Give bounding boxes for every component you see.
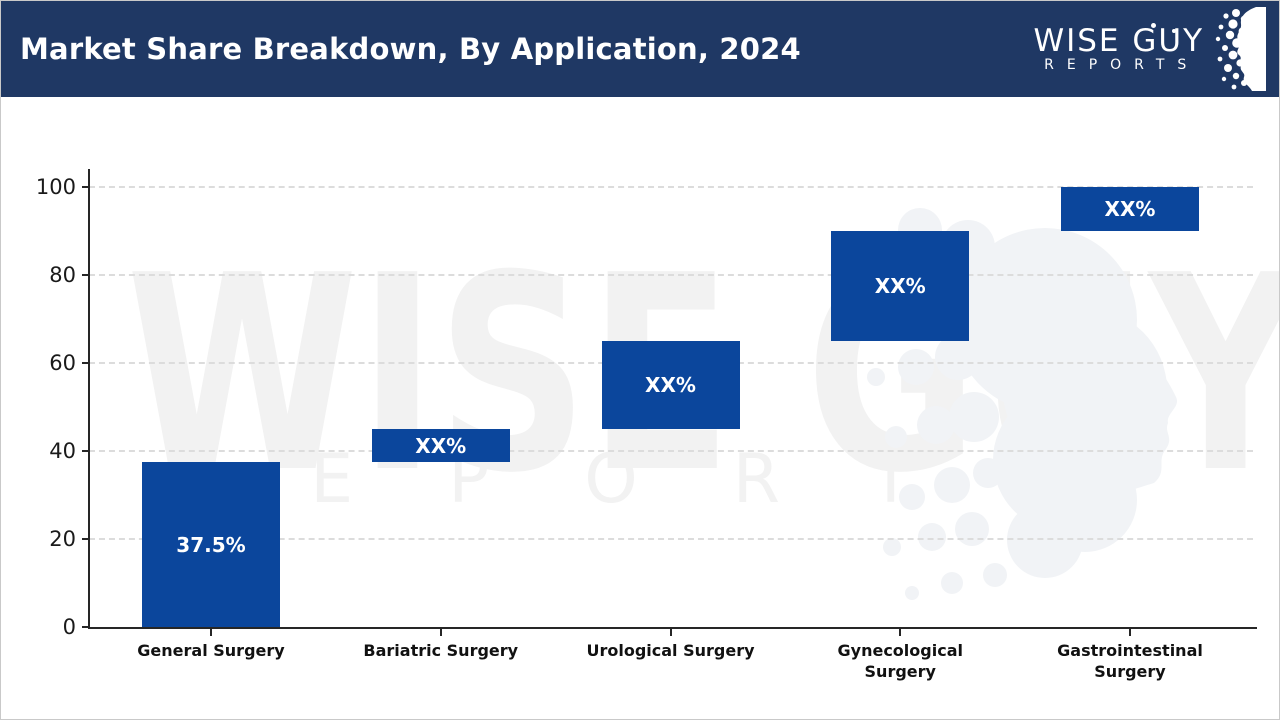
y-tick-mark (82, 538, 89, 540)
bar-value-label: 37.5% (176, 532, 246, 557)
logo-text: WISE GUY REPORTS (1033, 22, 1204, 74)
x-axis-line (88, 627, 1257, 629)
y-axis-line (88, 169, 90, 629)
logo-dot (1151, 22, 1156, 28)
y-tick-mark (82, 274, 89, 276)
bar-general-surgery: 37.5% (142, 462, 280, 627)
bar-value-label: XX% (1104, 197, 1156, 221)
y-gridline (89, 538, 1253, 540)
bar-gynecological-surgery: XX% (831, 231, 970, 341)
y-tick-label: 80 (49, 263, 76, 287)
y-tick-mark (82, 450, 89, 452)
x-tick-mark (899, 629, 902, 636)
logo-dot (1172, 28, 1176, 33)
x-category-label: Gynecological Surgery (837, 641, 963, 682)
y-tick-mark (82, 362, 89, 364)
y-tick-label: 40 (49, 439, 76, 463)
y-tick-label: 60 (49, 351, 76, 375)
bar-value-label: XX% (874, 274, 926, 298)
head-profile-icon (1215, 7, 1266, 91)
x-category-label: Bariatric Surgery (363, 641, 519, 660)
x-tick-mark (669, 629, 672, 636)
x-category-label: Urological Surgery (586, 641, 755, 660)
y-tick-label: 20 (49, 527, 76, 551)
wiseguy-logo: WISE GUY REPORTS (1033, 6, 1266, 92)
y-gridline (89, 450, 1253, 452)
bar-gastrointestinal-surgery: XX% (1061, 187, 1199, 231)
bar-value-label: XX% (415, 433, 467, 458)
bar-urological-surgery: XX% (601, 341, 740, 429)
y-gridline (89, 274, 1253, 276)
y-tick-mark (82, 626, 89, 628)
y-tick-mark (82, 186, 89, 188)
header-bar: Market Share Breakdown, By Application, … (0, 0, 1280, 97)
x-tick-mark (439, 629, 442, 636)
bar-value-label: XX% (645, 373, 696, 397)
x-category-label: Gastrointestinal Surgery (1057, 641, 1203, 682)
x-tick-mark (1129, 629, 1131, 636)
x-category-label: General Surgery (137, 641, 285, 660)
y-tick-label: 100 (35, 175, 76, 199)
y-gridline (89, 186, 1253, 188)
logo-wordmark: WISE GUY (1033, 22, 1204, 59)
y-tick-label: 0 (62, 615, 76, 639)
logo-subtext: REPORTS (1044, 57, 1200, 74)
page-title: Market Share Breakdown, By Application, … (20, 31, 801, 66)
x-tick-mark (210, 629, 212, 636)
bar-bariatric-surgery: XX% (371, 429, 510, 462)
